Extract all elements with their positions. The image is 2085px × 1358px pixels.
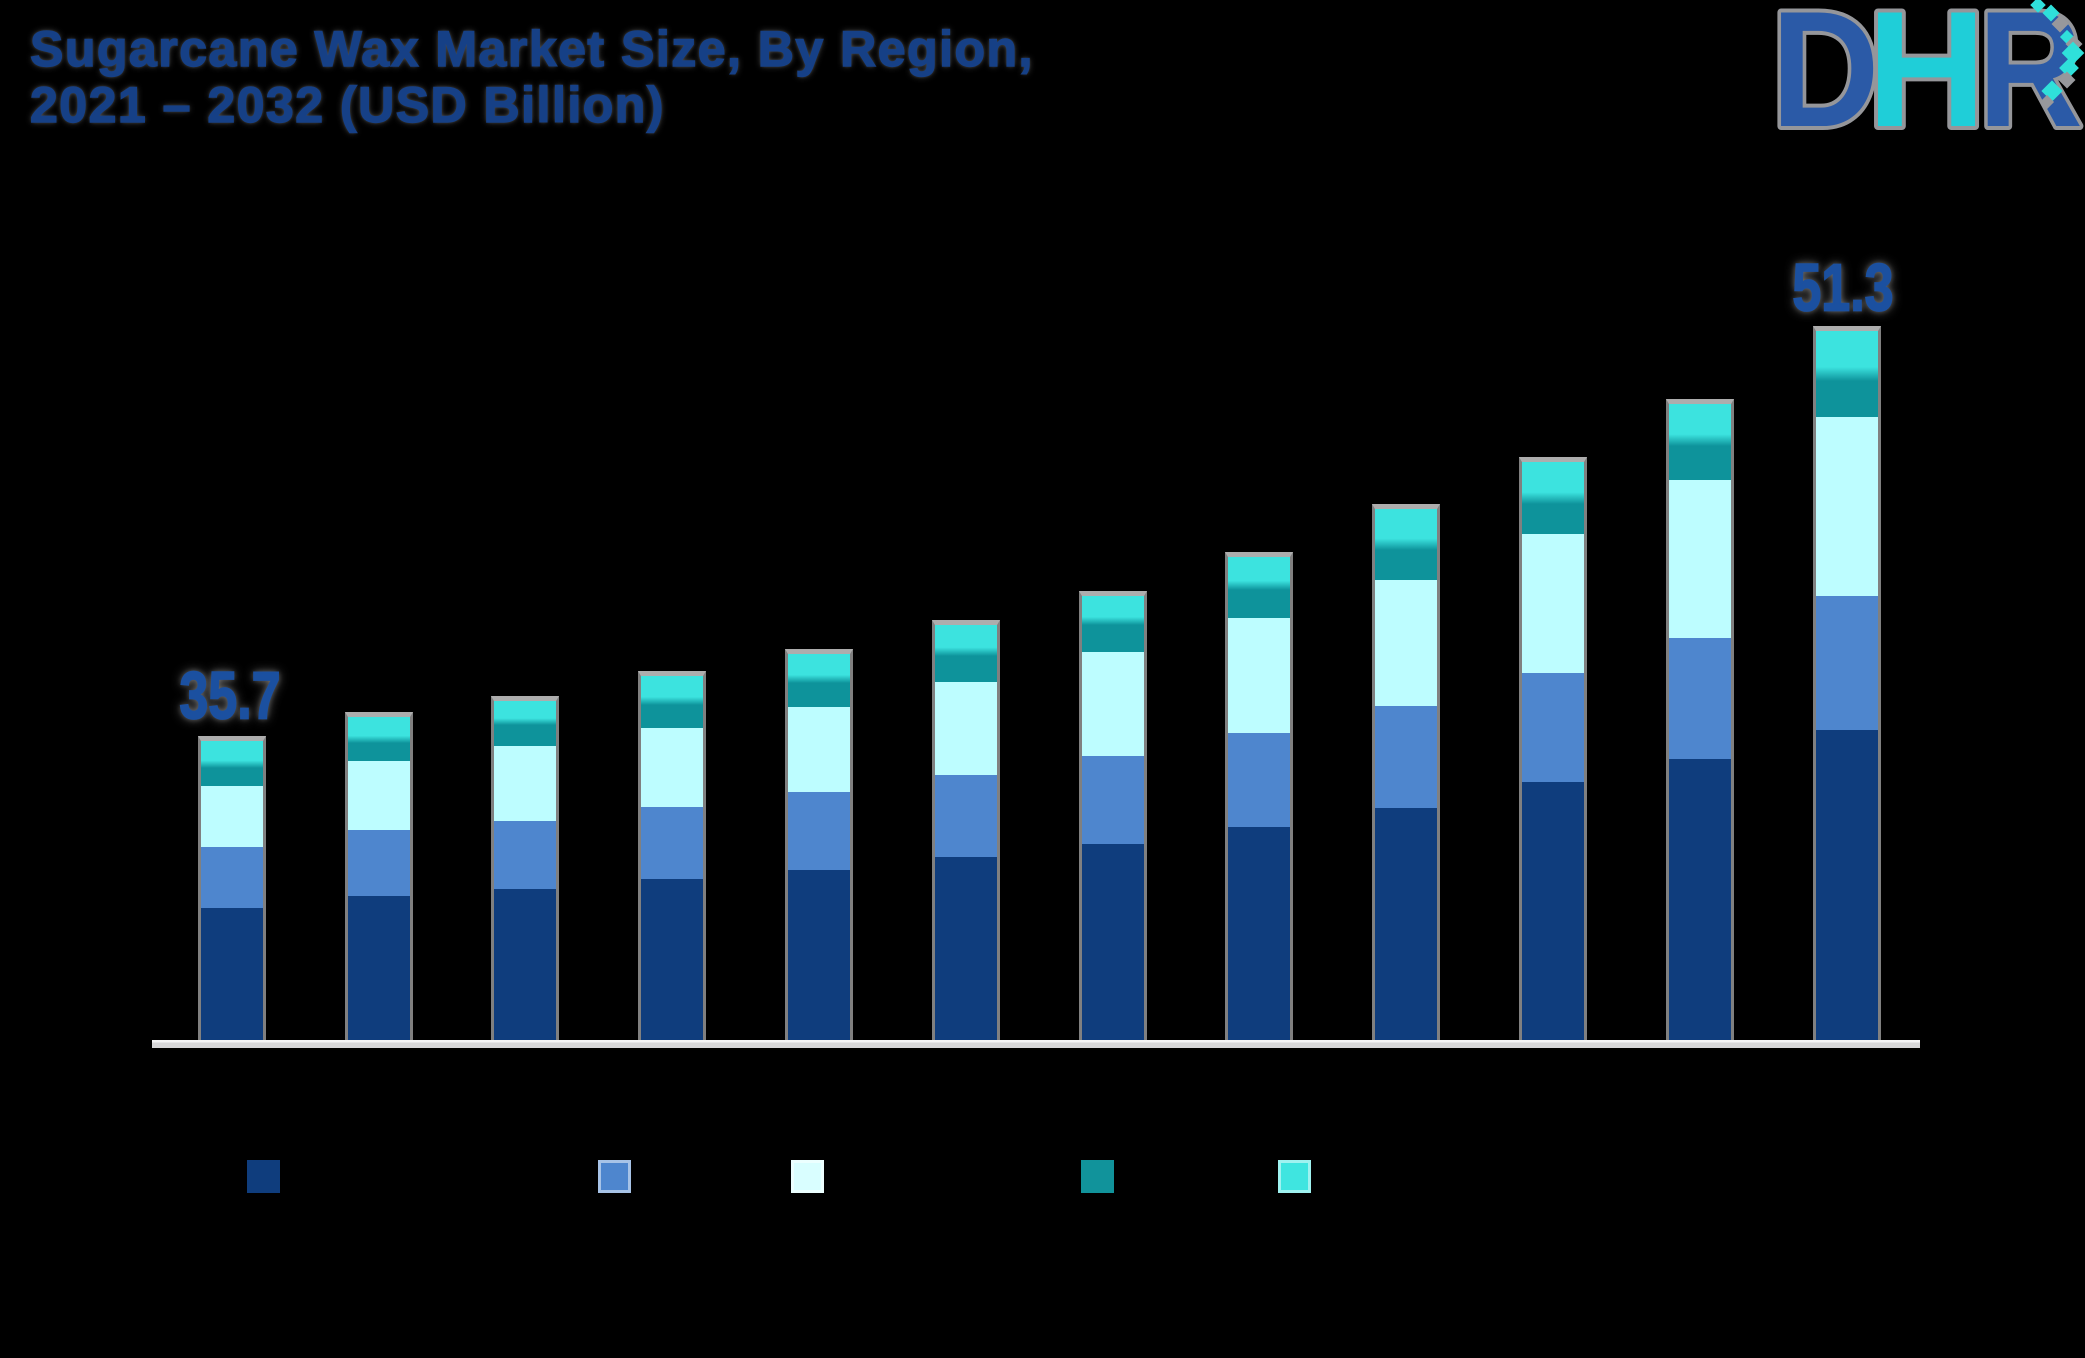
- svg-text:D: D: [1771, 0, 1879, 162]
- svg-text:H: H: [1867, 0, 1986, 161]
